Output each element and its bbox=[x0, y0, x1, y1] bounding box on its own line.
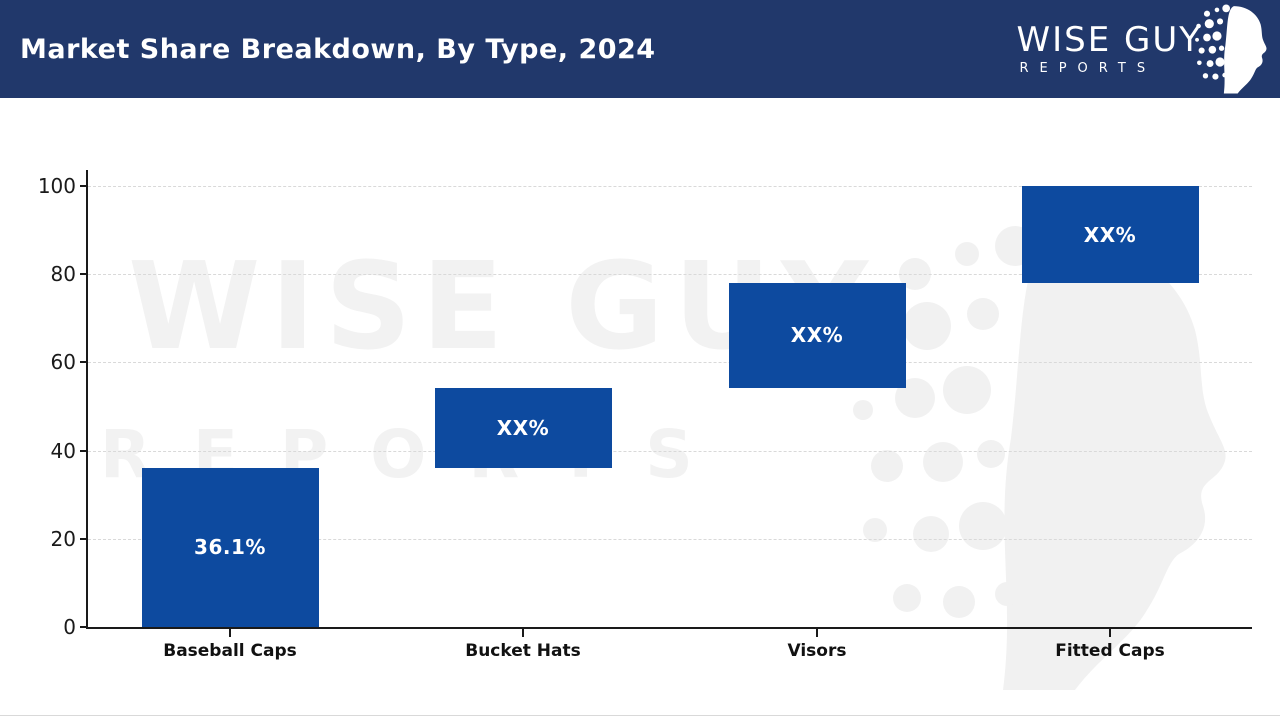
y-axis-line bbox=[86, 170, 88, 629]
header-bar: Market Share Breakdown, By Type, 2024 WI… bbox=[0, 0, 1280, 98]
y-axis-tick-label: 40 bbox=[50, 438, 76, 463]
y-axis-tick-label: 0 bbox=[63, 615, 76, 639]
page-title: Market Share Breakdown, By Type, 2024 bbox=[20, 33, 656, 65]
x-axis-category-label: Baseball Caps bbox=[163, 641, 297, 661]
brand-name: WISE GUY bbox=[1016, 19, 1202, 60]
bar-bucket-hats: XX% bbox=[434, 387, 612, 468]
gridline bbox=[88, 274, 1252, 276]
wiseguy-head-icon bbox=[1195, 4, 1267, 94]
y-tick-mark bbox=[80, 449, 88, 452]
chart-area: WISE GUY REPORTS 0 20 40 60 80 100 36.1% XX% XX%… bbox=[0, 98, 1280, 720]
x-axis-line bbox=[86, 627, 1252, 629]
y-axis-tick-label: 80 bbox=[50, 262, 76, 287]
gridline bbox=[88, 186, 1252, 187]
x-axis-category-label: Fitted Caps bbox=[1055, 641, 1165, 661]
x-tick-mark bbox=[229, 629, 231, 637]
bar-value-label: 36.1% bbox=[194, 535, 266, 560]
bar-value-label: XX% bbox=[790, 323, 844, 348]
gridline bbox=[88, 538, 1252, 540]
gridline bbox=[88, 362, 1252, 364]
bar-baseball-caps: 36.1% bbox=[141, 467, 319, 627]
y-tick-mark bbox=[80, 537, 88, 540]
y-tick-mark bbox=[80, 626, 88, 628]
y-axis-tick-label: 20 bbox=[50, 526, 76, 551]
x-tick-mark bbox=[816, 629, 818, 637]
y-tick-mark bbox=[80, 185, 88, 187]
y-axis-tick-label: 100 bbox=[37, 174, 76, 198]
brand-logo: WISE GUY REPORTS bbox=[1016, 3, 1280, 95]
x-tick-mark bbox=[522, 629, 524, 637]
y-tick-mark bbox=[80, 273, 88, 276]
y-axis-tick-label: 60 bbox=[50, 350, 76, 375]
bar-value-label: XX% bbox=[496, 415, 550, 440]
bar-value-label: XX% bbox=[1083, 222, 1137, 247]
brand-text: WISE GUY REPORTS bbox=[1016, 23, 1202, 76]
x-tick-mark bbox=[1109, 629, 1111, 637]
y-tick-mark bbox=[80, 361, 88, 364]
gridline bbox=[88, 450, 1252, 452]
x-axis-category-label: Visors bbox=[787, 641, 847, 661]
bar-fitted-caps: XX% bbox=[1021, 186, 1199, 284]
x-axis-category-label: Bucket Hats bbox=[465, 641, 581, 661]
footer-divider bbox=[0, 715, 1280, 716]
bar-visors: XX% bbox=[728, 283, 906, 388]
brand-subtitle: REPORTS bbox=[1019, 60, 1157, 76]
